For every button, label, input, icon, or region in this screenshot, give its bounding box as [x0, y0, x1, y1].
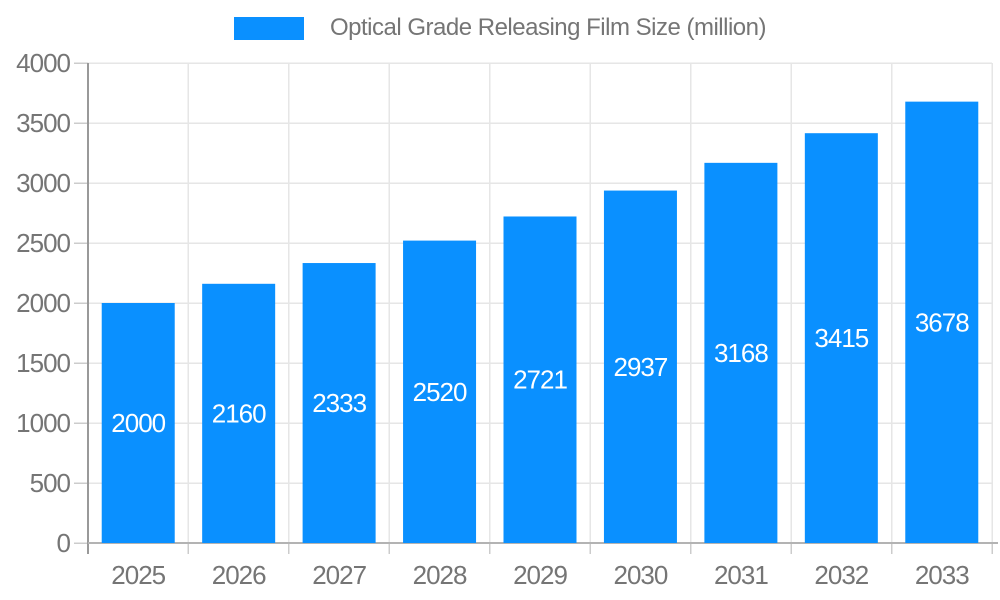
y-axis-tick-label: 3000	[16, 168, 70, 198]
y-axis-tick-label: 2000	[16, 288, 70, 318]
bar-2031[interactable]	[704, 162, 778, 543]
x-axis-tick-label: 2029	[513, 560, 567, 590]
bar-value-label: 3415	[814, 323, 868, 353]
bar-2027[interactable]	[302, 263, 376, 543]
y-axis-tick-label: 4000	[16, 48, 70, 78]
bar-value-label: 2000	[111, 408, 165, 438]
x-axis-tick-label: 2032	[814, 560, 868, 590]
bar-2026[interactable]	[202, 283, 276, 543]
x-axis-tick-label: 2033	[915, 560, 969, 590]
bar-value-label: 2520	[413, 377, 467, 407]
x-axis-tick-label: 2026	[212, 560, 266, 590]
legend-label: Optical Grade Releasing Film Size (milli…	[330, 14, 766, 41]
y-axis-tick-label: 500	[30, 468, 71, 498]
y-axis-tick-label: 2500	[16, 228, 70, 258]
bar-value-label: 3168	[714, 338, 768, 368]
y-axis-tick-label: 3500	[16, 108, 70, 138]
bar-2032[interactable]	[804, 133, 878, 543]
y-axis-tick-label: 1500	[16, 348, 70, 378]
y-axis-tick-label: 0	[57, 528, 71, 558]
x-axis-tick-label: 2027	[312, 560, 366, 590]
bar-2029[interactable]	[503, 216, 577, 544]
bar-value-label: 2937	[614, 352, 668, 382]
bar-2030[interactable]	[603, 190, 677, 543]
x-axis-tick-label: 2025	[111, 560, 165, 590]
y-axis-tick-label: 1000	[16, 408, 70, 438]
legend-swatch	[234, 16, 304, 40]
bar-2028[interactable]	[403, 240, 477, 543]
bar-value-label: 2721	[513, 365, 567, 395]
bar-value-label: 3678	[915, 307, 969, 337]
x-axis-tick-label: 2031	[714, 560, 768, 590]
bar-value-label: 2160	[212, 398, 266, 428]
bar-value-label: 2333	[312, 388, 366, 418]
x-axis-tick-label: 2028	[413, 560, 467, 590]
bar-2033[interactable]	[905, 101, 979, 543]
chart-legend[interactable]: Optical Grade Releasing Film Size (milli…	[0, 14, 1000, 42]
x-axis-tick-label: 2030	[614, 560, 668, 590]
bar-2025[interactable]	[101, 303, 175, 543]
